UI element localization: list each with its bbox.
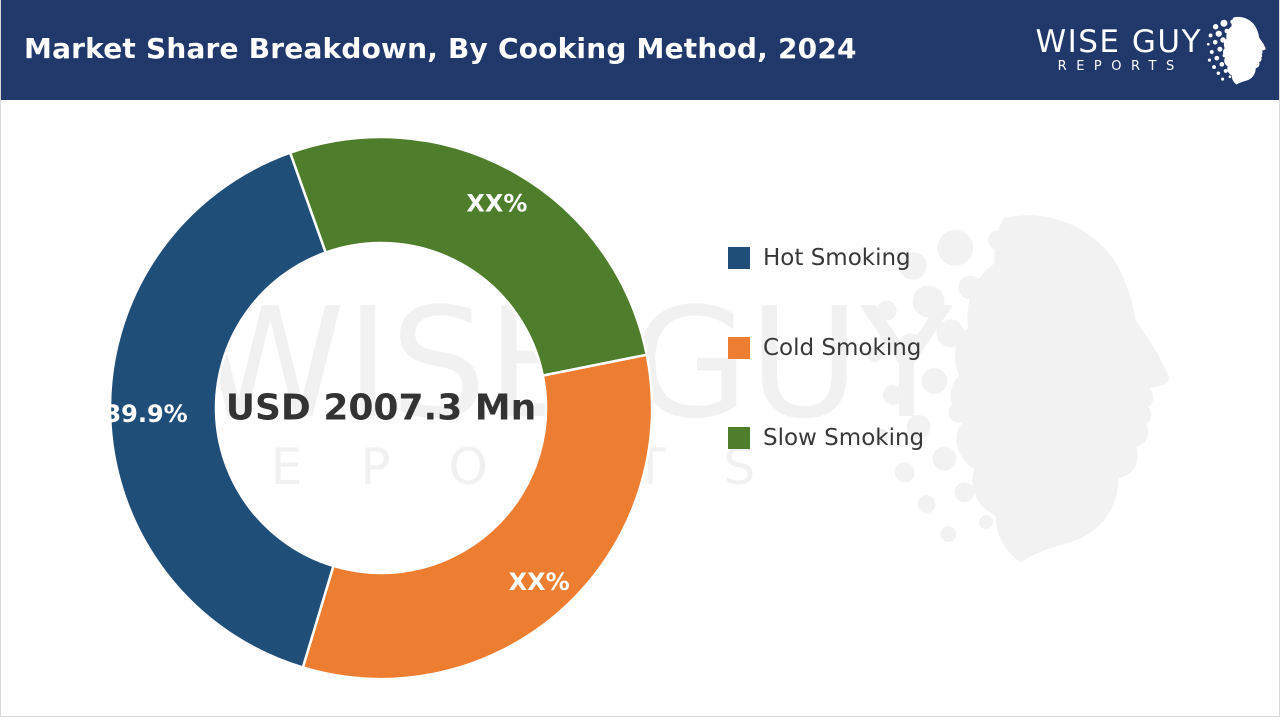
donut-segment-cold-smoking bbox=[301, 353, 654, 681]
donut-segment-slow-smoking bbox=[288, 135, 648, 377]
legend-item-cold-smoking: Cold Smoking bbox=[728, 335, 924, 361]
chart-legend: Hot Smoking Cold Smoking Slow Smoking bbox=[728, 245, 924, 515]
donut-chart: XX% XX% 39.9% bbox=[108, 135, 654, 681]
legend-label: Cold Smoking bbox=[763, 334, 922, 361]
page-title: Market Share Breakdown, By Cooking Metho… bbox=[24, 32, 857, 66]
legend-label: Slow Smoking bbox=[763, 424, 925, 451]
legend-swatch-hot-smoking bbox=[728, 247, 750, 269]
face-profile-dots-icon bbox=[1206, 16, 1266, 85]
logo-text: WISE GUY REPORTS bbox=[1035, 25, 1202, 74]
legend-item-hot-smoking: Hot Smoking bbox=[728, 245, 924, 271]
logo-subtitle: REPORTS bbox=[1057, 59, 1184, 75]
logo-wordmark: WISE GUY bbox=[1035, 24, 1202, 61]
donut-center-value: USD 2007.3 Mn bbox=[225, 387, 537, 429]
slice-value-label: XX% bbox=[509, 568, 570, 596]
header-bar: Market Share Breakdown, By Cooking Metho… bbox=[0, 0, 1280, 100]
wise-guy-reports-logo: WISE GUY REPORTS bbox=[1035, 10, 1266, 90]
slice-value-label: 39.9% bbox=[108, 400, 188, 428]
legend-swatch-slow-smoking bbox=[728, 427, 750, 449]
slice-value-label: XX% bbox=[466, 190, 527, 218]
legend-label: Hot Smoking bbox=[763, 244, 911, 271]
legend-swatch-cold-smoking bbox=[728, 337, 750, 359]
legend-item-slow-smoking: Slow Smoking bbox=[728, 425, 924, 451]
watermark-subtitle: REPORTS bbox=[178, 438, 814, 496]
donut-segment-hot-smoking bbox=[108, 151, 335, 669]
